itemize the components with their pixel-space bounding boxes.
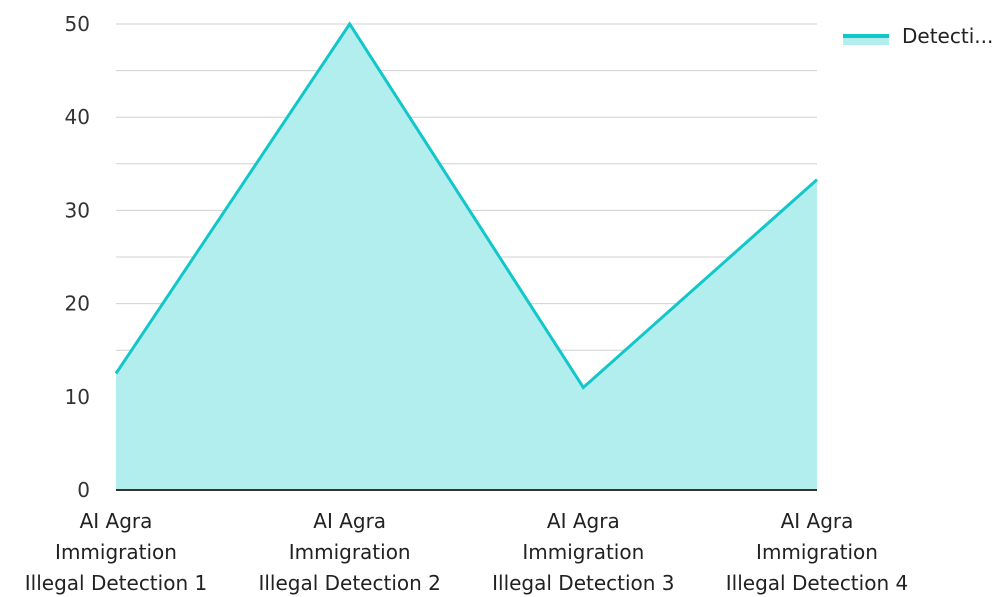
- y-tick-label: 40: [65, 105, 90, 129]
- series-line: [114, 21, 818, 390]
- legend: Detecti...: [843, 24, 993, 48]
- y-tick-label: 0: [77, 478, 90, 502]
- y-tick-label: 30: [65, 198, 90, 222]
- x-category-line: AI Agra: [781, 509, 854, 533]
- x-category-line: Illegal Detection 1: [25, 571, 207, 595]
- y-tick-label: 10: [65, 385, 90, 409]
- x-category-line: Illegal Detection 2: [258, 571, 440, 595]
- x-category-line: Immigration: [289, 540, 411, 564]
- series-area: [116, 24, 817, 490]
- x-category-line: Illegal Detection 3: [492, 571, 674, 595]
- legend-label: Detecti...: [902, 24, 993, 48]
- x-category-line: Illegal Detection 4: [726, 571, 908, 595]
- x-category-line: AI Agra: [313, 509, 386, 533]
- x-category-label: AI Agra Immigration Illegal Detection 4: [726, 509, 908, 595]
- x-category-label: AI Agra Immigration Illegal Detection 1: [25, 509, 207, 595]
- legend-swatch-fill: [843, 36, 889, 45]
- x-category-line: AI Agra: [547, 509, 620, 533]
- y-tick-label: 50: [65, 12, 90, 36]
- x-category-line: Immigration: [756, 540, 878, 564]
- y-tick-label: 20: [65, 292, 90, 316]
- x-category-label: AI Agra Immigration Illegal Detection 3: [492, 509, 674, 595]
- x-category-line: AI Agra: [80, 509, 153, 533]
- x-category-line: Immigration: [55, 540, 177, 564]
- x-category-line: Immigration: [522, 540, 644, 564]
- x-category-label: AI Agra Immigration Illegal Detection 2: [258, 509, 440, 595]
